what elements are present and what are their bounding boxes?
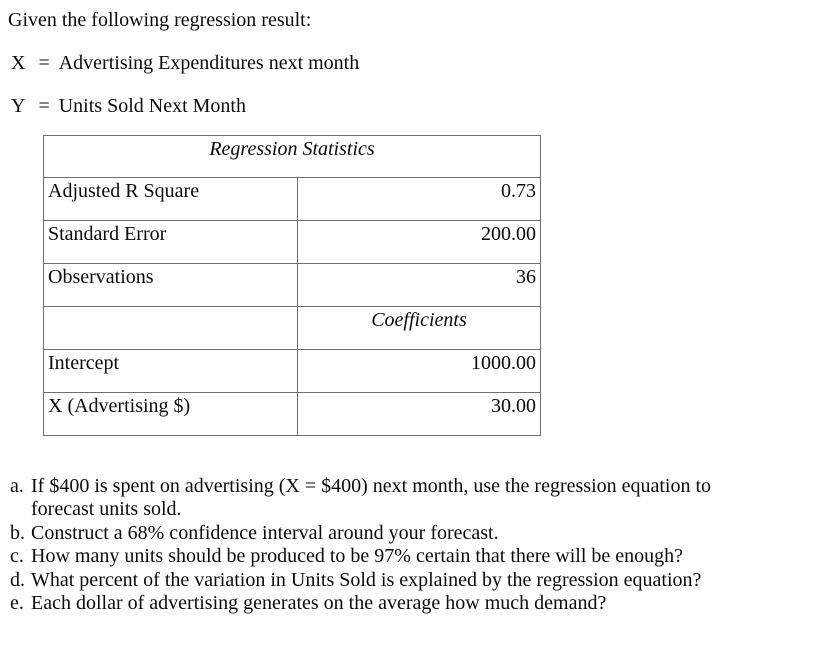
question-letter: e. xyxy=(10,592,24,615)
coef-label: X (Advertising $) xyxy=(43,392,298,436)
y-description: Units Sold Next Month xyxy=(58,95,246,117)
question-letter: b. xyxy=(10,521,25,544)
question-letter: a. xyxy=(10,475,24,497)
x-description: Advertising Expenditures next month xyxy=(58,52,360,74)
stat-label: Standard Error xyxy=(43,220,298,264)
equals-sign: = xyxy=(38,52,50,74)
equals-sign: = xyxy=(38,95,50,117)
question-c: c. How many units should be produced to … xyxy=(10,545,825,568)
empty-cell xyxy=(43,306,298,350)
question-e: e. Each dollar of advertising generates … xyxy=(10,592,825,615)
table-row: Standard Error 200.00 xyxy=(43,220,541,264)
question-d: d. What percent of the variation in Unit… xyxy=(10,569,825,592)
table-row: Adjusted R Square 0.73 xyxy=(43,177,541,221)
coef-value: 1000.00 xyxy=(297,349,541,393)
question-a: a. If $400 is spent on advertising (X = … xyxy=(10,475,825,522)
question-letter: c. xyxy=(10,545,24,568)
table-row: Intercept 1000.00 xyxy=(43,349,541,393)
table-row: X (Advertising $) 30.00 xyxy=(43,392,541,436)
intro-prompt: Given the following regression result: xyxy=(8,9,312,31)
stat-label: Adjusted R Square xyxy=(43,177,298,221)
x-symbol: X xyxy=(11,52,26,74)
question-text: What percent of the variation in Units S… xyxy=(31,568,702,591)
question-b: b. Construct a 68% confidence interval a… xyxy=(10,522,825,545)
coef-label: Intercept xyxy=(43,349,298,393)
question-letter: d. xyxy=(10,568,25,591)
table-title: Regression Statistics xyxy=(43,135,541,178)
table-row: Coefficients xyxy=(43,306,541,350)
question-text: How many units should be produced to be … xyxy=(31,545,684,568)
stat-value: 36 xyxy=(297,263,541,307)
table-row: Observations 36 xyxy=(43,263,541,307)
coef-value: 30.00 xyxy=(297,392,541,436)
stat-label: Observations xyxy=(43,263,298,307)
coefficients-header: Coefficients xyxy=(297,306,541,350)
questions-list: a. If $400 is spent on advertising (X = … xyxy=(8,475,825,615)
question-text: If $400 is spent on advertising (X = $40… xyxy=(31,475,712,521)
question-text: Construct a 68% confidence interval arou… xyxy=(31,521,499,544)
stat-value: 200.00 xyxy=(297,220,541,264)
regression-statistics-table: Regression Statistics Adjusted R Square … xyxy=(43,135,541,436)
stat-value: 0.73 xyxy=(297,177,541,221)
question-text: Each dollar of advertising generates on … xyxy=(31,592,607,615)
y-symbol: Y xyxy=(11,95,26,117)
definition-x: X = Advertising Expenditures next month xyxy=(8,52,825,75)
definition-y: Y = Units Sold Next Month xyxy=(8,95,825,118)
table-row: Regression Statistics xyxy=(43,135,541,178)
